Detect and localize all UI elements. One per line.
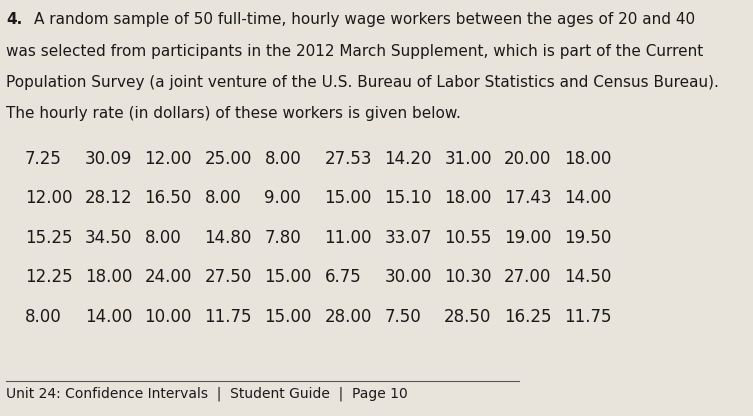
- Text: 10.00: 10.00: [145, 308, 192, 326]
- Text: 15.10: 15.10: [384, 189, 431, 207]
- Text: 17.43: 17.43: [505, 189, 552, 207]
- Text: 27.50: 27.50: [205, 268, 252, 286]
- Text: 15.00: 15.00: [264, 268, 312, 286]
- Text: 27.00: 27.00: [505, 268, 551, 286]
- Text: 18.00: 18.00: [444, 189, 492, 207]
- Text: 4.: 4.: [6, 12, 23, 27]
- Text: 20.00: 20.00: [505, 150, 551, 168]
- Text: 18.00: 18.00: [84, 268, 132, 286]
- Text: 19.50: 19.50: [564, 229, 611, 247]
- Text: 14.00: 14.00: [84, 308, 132, 326]
- Text: 6.75: 6.75: [325, 268, 361, 286]
- Text: 11.75: 11.75: [205, 308, 252, 326]
- Text: 9.00: 9.00: [264, 189, 301, 207]
- Text: 33.07: 33.07: [384, 229, 431, 247]
- Text: 27.53: 27.53: [325, 150, 372, 168]
- Text: 11.00: 11.00: [325, 229, 372, 247]
- Text: 15.25: 15.25: [25, 229, 72, 247]
- Text: 28.00: 28.00: [325, 308, 372, 326]
- Text: 16.25: 16.25: [505, 308, 552, 326]
- Text: 7.50: 7.50: [384, 308, 421, 326]
- Text: 16.50: 16.50: [145, 189, 192, 207]
- Text: 30.00: 30.00: [384, 268, 431, 286]
- Text: Unit 24: Confidence Intervals  |  Student Guide  |  Page 10: Unit 24: Confidence Intervals | Student …: [6, 387, 408, 401]
- Text: 8.00: 8.00: [264, 150, 301, 168]
- Text: 14.50: 14.50: [564, 268, 611, 286]
- Text: Population Survey (a joint venture of the U.S. Bureau of Labor Statistics and Ce: Population Survey (a joint venture of th…: [6, 75, 719, 90]
- Text: 15.00: 15.00: [264, 308, 312, 326]
- Text: 7.25: 7.25: [25, 150, 62, 168]
- Text: 24.00: 24.00: [145, 268, 192, 286]
- Text: 12.00: 12.00: [145, 150, 192, 168]
- Text: 12.00: 12.00: [25, 189, 72, 207]
- Text: 7.80: 7.80: [264, 229, 301, 247]
- Text: The hourly rate (in dollars) of these workers is given below.: The hourly rate (in dollars) of these wo…: [6, 106, 461, 121]
- Text: 34.50: 34.50: [84, 229, 132, 247]
- Text: 14.20: 14.20: [384, 150, 431, 168]
- Text: 10.55: 10.55: [444, 229, 492, 247]
- Text: A random sample of 50 full-time, hourly wage workers between the ages of 20 and : A random sample of 50 full-time, hourly …: [34, 12, 695, 27]
- Text: 11.75: 11.75: [564, 308, 611, 326]
- Text: 14.00: 14.00: [564, 189, 611, 207]
- Text: 28.12: 28.12: [84, 189, 133, 207]
- Text: 19.00: 19.00: [505, 229, 551, 247]
- Text: 15.00: 15.00: [325, 189, 372, 207]
- Text: 30.09: 30.09: [84, 150, 132, 168]
- Text: 8.00: 8.00: [25, 308, 62, 326]
- Text: 10.30: 10.30: [444, 268, 492, 286]
- Text: 8.00: 8.00: [145, 229, 181, 247]
- Text: 12.25: 12.25: [25, 268, 72, 286]
- Text: was selected from participants in the 2012 March Supplement, which is part of th: was selected from participants in the 20…: [6, 44, 703, 59]
- Text: 18.00: 18.00: [564, 150, 611, 168]
- Text: 25.00: 25.00: [205, 150, 252, 168]
- Text: 14.80: 14.80: [205, 229, 252, 247]
- Text: 28.50: 28.50: [444, 308, 492, 326]
- Text: 31.00: 31.00: [444, 150, 492, 168]
- Text: 8.00: 8.00: [205, 189, 241, 207]
